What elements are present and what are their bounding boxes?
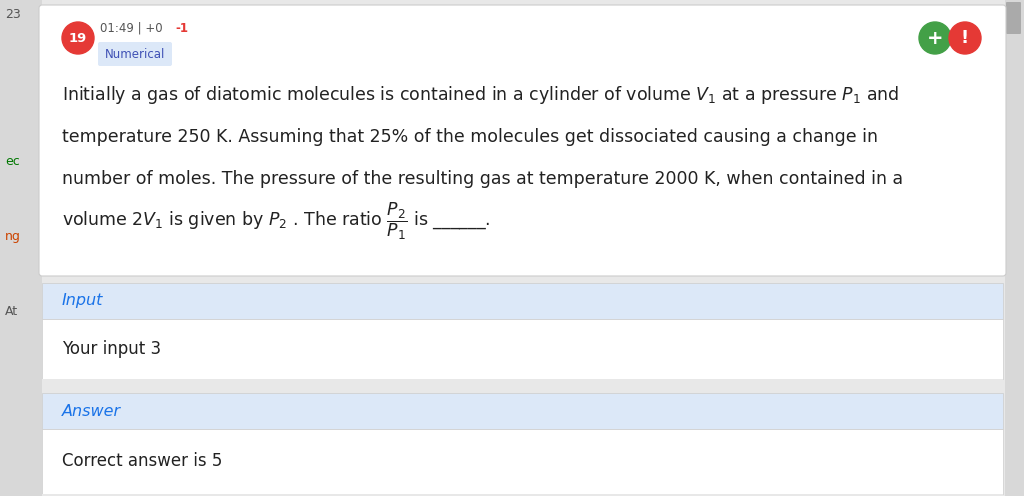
Text: At: At	[5, 305, 18, 318]
Text: Correct answer is 5: Correct answer is 5	[62, 452, 222, 471]
FancyBboxPatch shape	[42, 379, 1002, 393]
Text: number of moles. The pressure of the resulting gas at temperature 2000 K, when c: number of moles. The pressure of the res…	[62, 170, 903, 188]
Text: -1: -1	[175, 21, 188, 35]
Text: Numerical: Numerical	[104, 48, 165, 61]
Text: ec: ec	[5, 155, 19, 168]
Text: Answer: Answer	[62, 404, 121, 419]
Text: 01:49 | +0: 01:49 | +0	[100, 21, 163, 35]
Text: Your input 3: Your input 3	[62, 340, 161, 358]
Text: !: !	[961, 29, 969, 47]
Text: Input: Input	[62, 294, 103, 309]
Text: 23: 23	[5, 8, 20, 21]
FancyBboxPatch shape	[42, 429, 1002, 494]
FancyBboxPatch shape	[0, 0, 42, 496]
Text: Initially a gas of diatomic molecules is contained in a cylinder of volume $V_1$: Initially a gas of diatomic molecules is…	[62, 84, 899, 106]
Text: temperature 250 K. Assuming that 25% of the molecules get dissociated causing a : temperature 250 K. Assuming that 25% of …	[62, 128, 878, 146]
Text: ng: ng	[5, 230, 20, 243]
FancyBboxPatch shape	[98, 42, 172, 66]
Text: volume $2V_1$ is given by $P_2$ . The ratio $\dfrac{P_2}{P_1}$ is ______.: volume $2V_1$ is given by $P_2$ . The ra…	[62, 200, 490, 242]
FancyBboxPatch shape	[42, 393, 1002, 429]
Circle shape	[949, 22, 981, 54]
Circle shape	[62, 22, 94, 54]
FancyBboxPatch shape	[42, 283, 1002, 319]
FancyBboxPatch shape	[42, 319, 1002, 379]
FancyBboxPatch shape	[1006, 2, 1021, 34]
Circle shape	[919, 22, 951, 54]
Text: 19: 19	[69, 32, 87, 45]
FancyBboxPatch shape	[1005, 0, 1024, 496]
Text: +: +	[927, 28, 943, 48]
FancyBboxPatch shape	[39, 5, 1006, 276]
FancyBboxPatch shape	[42, 494, 1002, 496]
